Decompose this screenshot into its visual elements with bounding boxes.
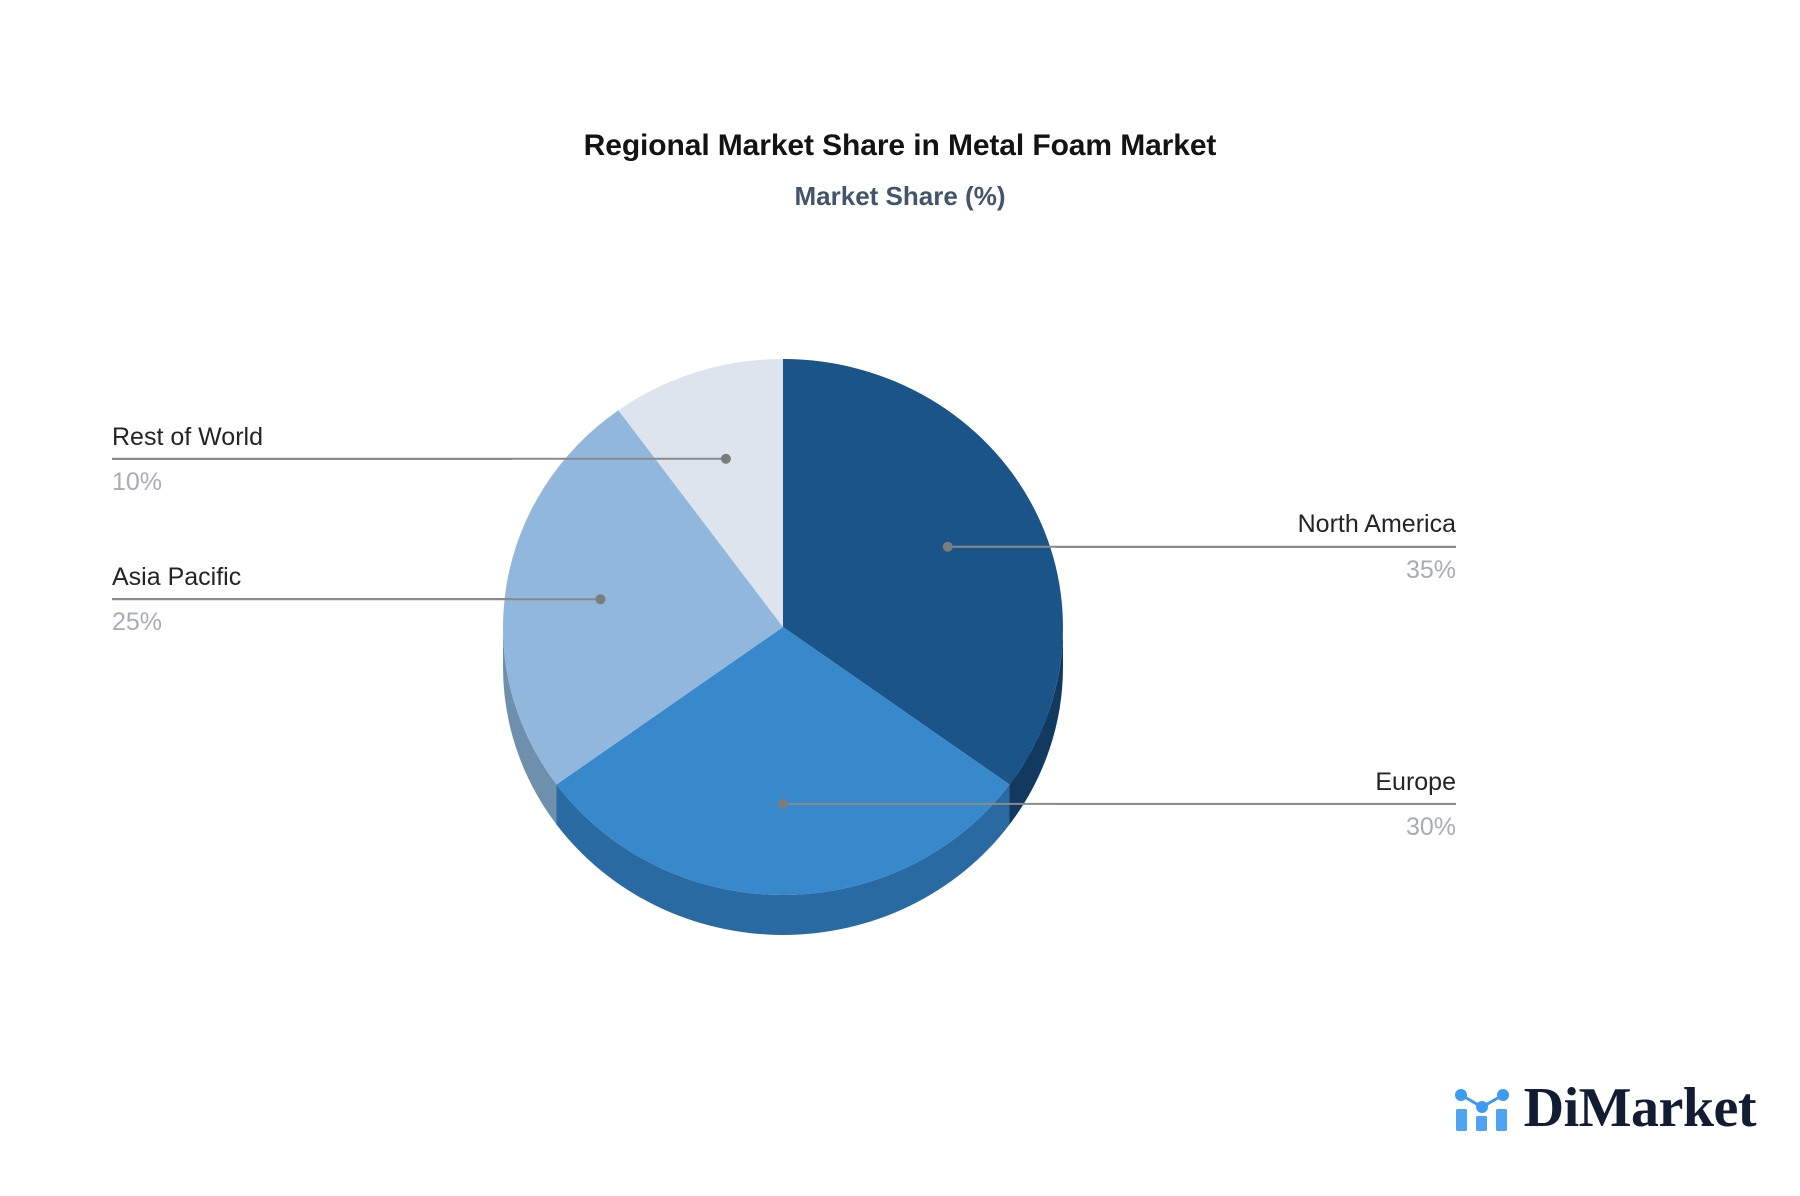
pie-slice-rest-of-world	[618, 359, 783, 627]
callout-rest-of-world: Rest of World 10%	[112, 422, 512, 499]
slice-side-north-america	[1009, 627, 1063, 825]
callout-label-north-america: North America	[1297, 510, 1456, 539]
leader-dot-rest-of-world	[720, 453, 731, 464]
pie-slice-europe	[556, 627, 1010, 895]
callout-rule-europe	[1056, 802, 1456, 805]
slice-side-europe	[556, 784, 1010, 935]
callout-rule-rest-of-world	[112, 457, 512, 460]
bar-chart-icon-dot-left	[1454, 1089, 1467, 1101]
bar-chart-icon-bar-2	[1475, 1116, 1487, 1131]
bar-chart-icon-dot-middle	[1475, 1101, 1488, 1113]
callout-value-asia-pacific: 25%	[112, 608, 163, 637]
leader-dot-north-america	[942, 541, 953, 552]
leader-dot-asia-pacific	[595, 594, 606, 605]
callout-europe: Europe 30%	[1056, 767, 1456, 844]
brand-logo: DiMarket	[1453, 1077, 1757, 1139]
pie-depth-walls	[503, 627, 1063, 935]
bar-chart-icon	[1454, 1089, 1509, 1131]
page-title: Regional Market Share in Metal Foam Mark…	[583, 129, 1217, 162]
callout-rule-north-america	[1056, 545, 1456, 548]
pie-slice-north-america	[783, 359, 1063, 785]
callout-value-europe: 30%	[1405, 812, 1456, 841]
bar-chart-icon-dot-right	[1496, 1089, 1509, 1101]
callout-label-rest-of-world: Rest of World	[112, 422, 263, 451]
bar-chart-icon-bar-1	[1455, 1109, 1467, 1131]
callout-value-north-america: 35%	[1405, 555, 1456, 584]
pie-top-face	[503, 359, 1063, 895]
callout-rule-asia-pacific	[112, 598, 512, 601]
slice-side-asia-pacific	[503, 627, 557, 825]
pie-leader-dots	[595, 453, 953, 809]
title-block: Regional Market Share in Metal Foam Mark…	[0, 128, 1800, 212]
leader-dot-europe	[778, 798, 788, 809]
chart-subtitle: Market Share (%)	[794, 181, 1006, 211]
pie-slice-asia-pacific	[503, 410, 783, 785]
callout-value-rest-of-world: 10%	[112, 467, 163, 496]
brand-name: DiMarket	[1523, 1077, 1757, 1139]
callout-label-europe: Europe	[1375, 767, 1456, 796]
bar-chart-icon-bar-3	[1495, 1109, 1507, 1131]
callout-asia-pacific: Asia Pacific 25%	[112, 562, 512, 639]
callout-north-america: North America 35%	[1056, 509, 1456, 586]
callout-label-asia-pacific: Asia Pacific	[112, 563, 242, 592]
